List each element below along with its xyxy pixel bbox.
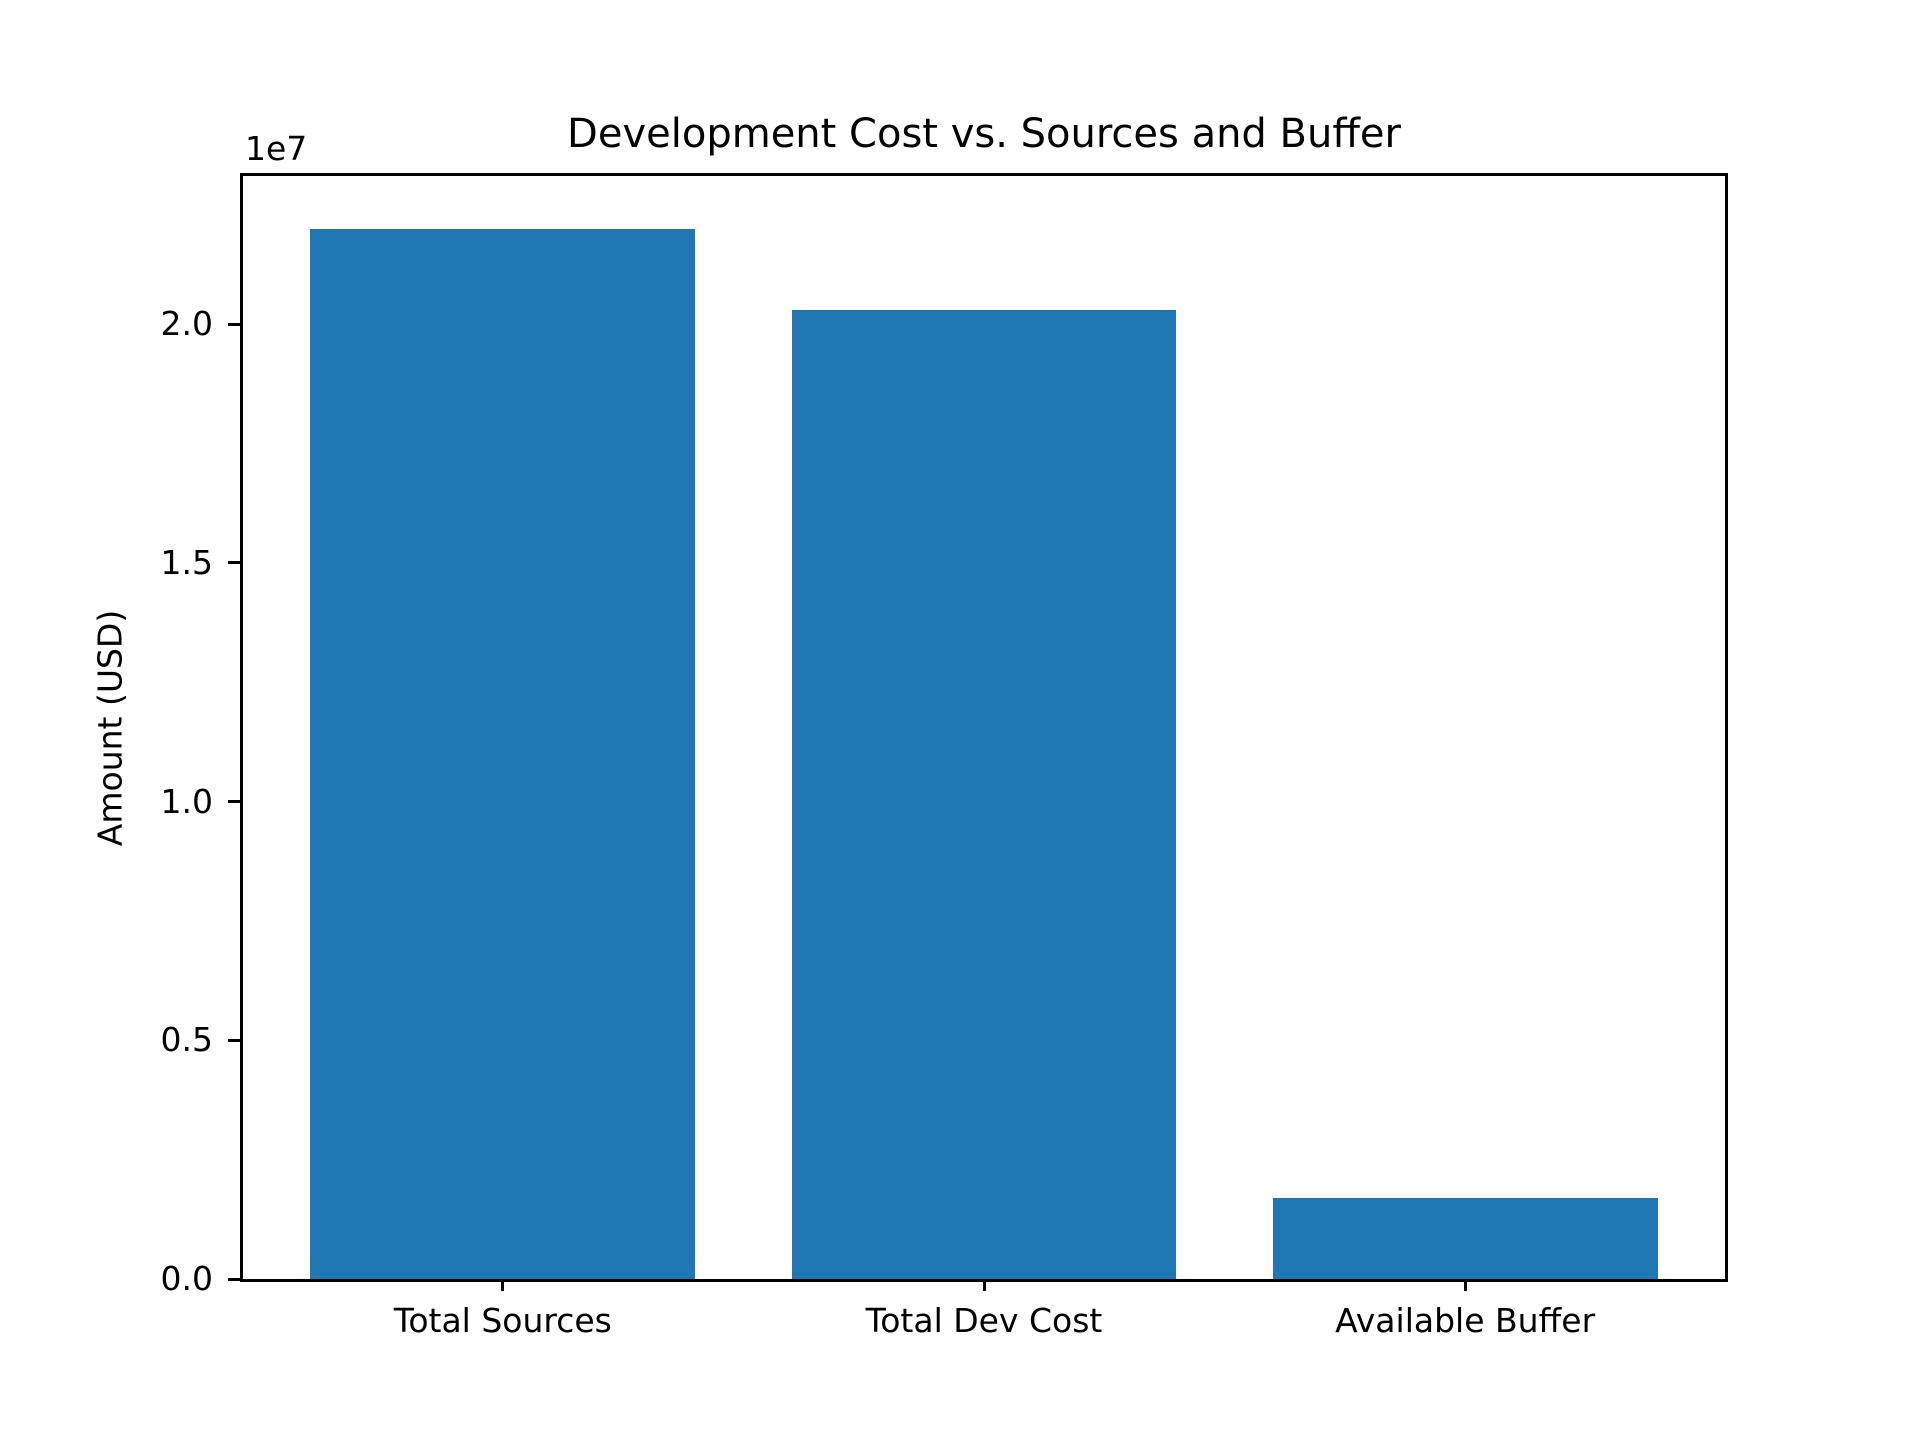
bar-total-dev-cost bbox=[791, 309, 1177, 1279]
y-tick-mark bbox=[228, 322, 240, 326]
bar-total-sources bbox=[310, 228, 696, 1279]
bar-available-buffer bbox=[1272, 1197, 1658, 1279]
x-tick-label: Total Sources bbox=[393, 1301, 612, 1340]
y-tick-mark bbox=[228, 1277, 240, 1281]
y-tick-label: 1.5 bbox=[160, 542, 213, 582]
x-tick-mark bbox=[982, 1279, 986, 1291]
y-tick-mark bbox=[228, 1038, 240, 1042]
y-tick-mark bbox=[228, 800, 240, 804]
y-tick-label: 1.0 bbox=[160, 781, 213, 821]
x-tick-mark bbox=[501, 1279, 505, 1291]
y-tick-mark bbox=[228, 561, 240, 565]
x-tick-mark bbox=[1463, 1279, 1467, 1291]
y-axis-offset-text: 1e7 bbox=[245, 128, 308, 168]
chart-title: Development Cost vs. Sources and Buffer bbox=[567, 111, 1401, 157]
y-tick-label: 2.0 bbox=[160, 304, 213, 344]
y-tick-label: 0.0 bbox=[160, 1259, 213, 1298]
x-tick-label: Total Dev Cost bbox=[865, 1301, 1103, 1340]
plot-area: Development Cost vs. Sources and Buffer … bbox=[91, 112, 1728, 1340]
y-tick-label: 0.5 bbox=[160, 1020, 213, 1060]
x-tick-label: Available Buffer bbox=[1335, 1301, 1596, 1340]
